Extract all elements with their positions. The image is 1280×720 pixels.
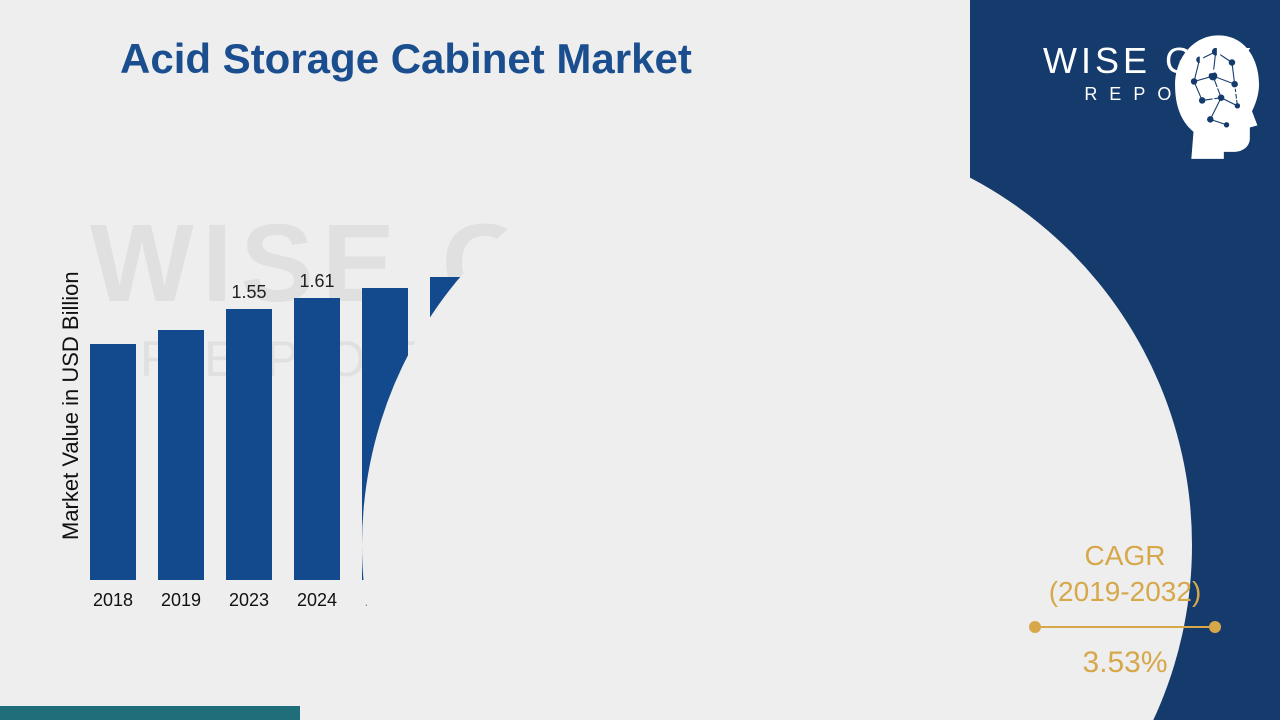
bar xyxy=(90,344,136,580)
cagr-value: 3.53% xyxy=(995,646,1255,680)
bar-value-label: 1.61 xyxy=(299,271,334,292)
sidebar: WISE GUY REPORTS CAGR (2019-2032) 3.53% xyxy=(970,0,1280,720)
cagr-dot-left xyxy=(1029,621,1041,633)
y-axis-label: Market Value in USD Billion xyxy=(58,271,84,540)
page-root: WISE GUY REPORTS Acid Storage Cabinet Ma… xyxy=(0,0,1280,720)
bar: 1.55 xyxy=(226,309,272,580)
chart-title: Acid Storage Cabinet Market xyxy=(120,35,692,83)
bar: 1.61 xyxy=(294,298,340,580)
brand-sub: REPORTS xyxy=(1043,84,1255,105)
accent-bar xyxy=(0,706,300,720)
cagr-divider xyxy=(1035,626,1215,628)
x-tick-label: 2023 xyxy=(219,590,279,611)
cagr-box: CAGR (2019-2032) 3.53% xyxy=(995,540,1255,680)
cagr-label: CAGR xyxy=(995,540,1255,572)
cagr-dot-right xyxy=(1209,621,1221,633)
x-tick-label: 2019 xyxy=(151,590,211,611)
brand-logo: WISE GUY REPORTS xyxy=(1043,40,1255,105)
x-tick-label: 2018 xyxy=(83,590,143,611)
brand-main: WISE GUY xyxy=(1043,40,1255,82)
cagr-period: (2019-2032) xyxy=(995,576,1255,608)
bar-value-label: 1.55 xyxy=(231,282,266,303)
x-tick-label: 2024 xyxy=(287,590,347,611)
bar xyxy=(158,330,204,580)
